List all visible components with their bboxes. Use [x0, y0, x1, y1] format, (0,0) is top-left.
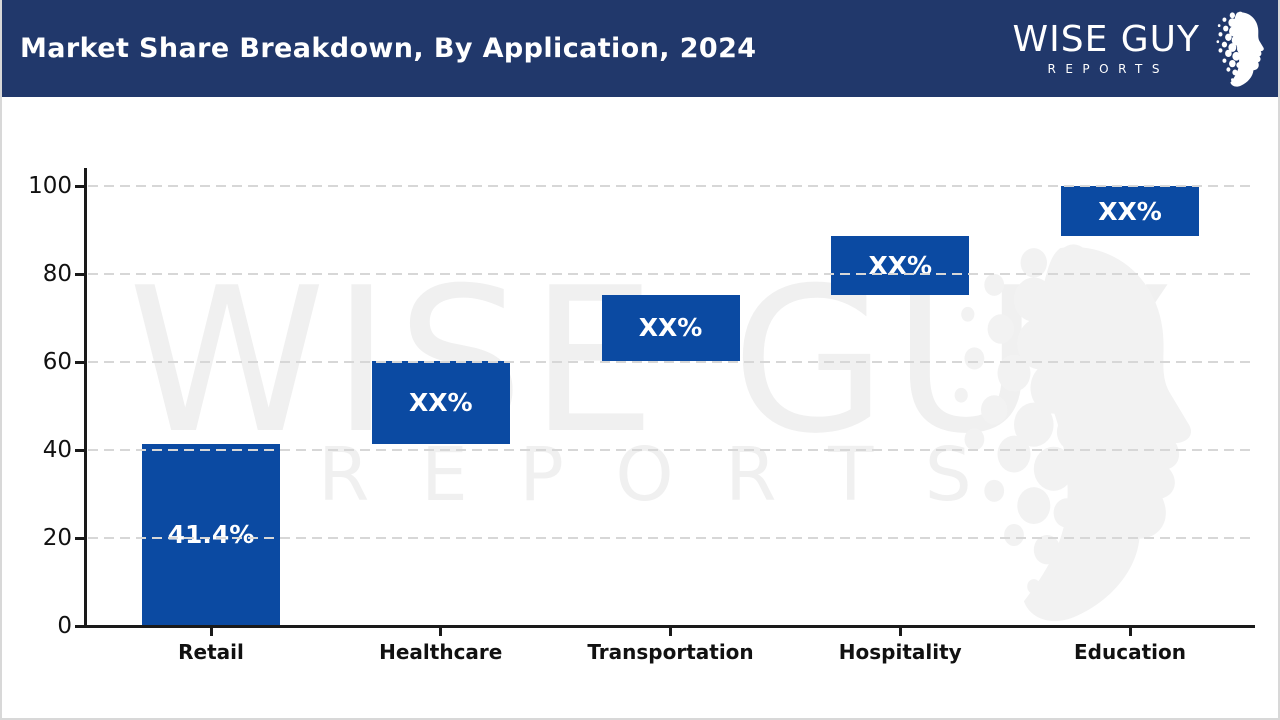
x-axis-label: Transportation: [587, 640, 754, 664]
bar-segment: 41.4%: [142, 443, 280, 626]
y-tick-label: 20: [42, 525, 72, 551]
bar-value-label: XX%: [868, 250, 933, 280]
x-tick-mark: [669, 627, 672, 636]
gridline: [88, 449, 1255, 451]
bar-value-label: 41.4%: [167, 520, 255, 550]
gridline: [88, 185, 1255, 187]
gridline: [88, 537, 1255, 539]
bar-segment: XX%: [601, 294, 740, 362]
bar-value-label: XX%: [638, 313, 703, 343]
header-bar: Market Share Breakdown, By Application, …: [0, 0, 1280, 97]
x-axis-line: [84, 625, 1255, 628]
bar-segment: XX%: [831, 236, 970, 295]
bar-value-label: XX%: [1098, 196, 1162, 226]
x-tick-mark: [209, 627, 213, 636]
y-tick-mark: [75, 449, 85, 452]
y-tick-label: 60: [42, 349, 72, 375]
x-axis-label: Hospitality: [838, 640, 962, 664]
gridline: [88, 361, 1255, 363]
x-tick-mark: [898, 627, 902, 636]
gridline: [88, 273, 1255, 275]
bar-segment: XX%: [1061, 186, 1199, 237]
y-tick-mark: [75, 273, 85, 276]
y-tick-mark: [75, 185, 85, 188]
brand-logo: WISE GUY REPORTS: [1013, 8, 1269, 90]
bar-segment: XX%: [371, 361, 510, 444]
y-tick-label: 80: [42, 261, 72, 287]
page-title: Market Share Breakdown, By Application, …: [20, 33, 757, 64]
y-tick-label: 100: [28, 173, 72, 199]
y-tick-label: 0: [57, 613, 72, 639]
x-axis-label: Education: [1074, 640, 1186, 664]
x-axis-label: Healthcare: [379, 640, 503, 664]
logo-wordmark: WISE GUY: [1012, 18, 1200, 60]
y-tick-mark: [75, 537, 85, 540]
y-tick-label: 40: [42, 437, 72, 463]
logo-subtext: REPORTS: [1047, 61, 1169, 76]
x-tick-mark: [1128, 627, 1132, 636]
logo-head-icon: [1216, 11, 1264, 87]
y-tick-mark: [75, 361, 85, 364]
y-axis-line: [84, 168, 87, 628]
x-tick-mark: [439, 627, 443, 636]
brand-logo-text: WISE GUY REPORTS: [1012, 18, 1201, 76]
x-axis-label: Retail: [178, 640, 244, 664]
y-tick-mark: [75, 625, 85, 628]
bar-value-label: XX%: [408, 387, 473, 417]
